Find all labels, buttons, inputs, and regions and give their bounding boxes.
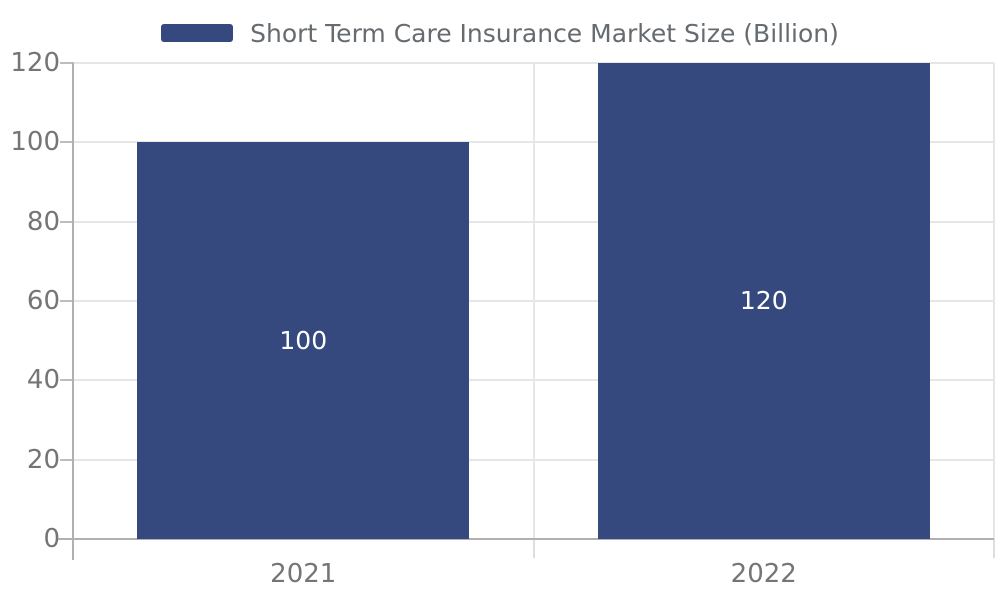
y-axis-tick [60,300,74,302]
gridline-x [993,63,995,539]
y-axis-line [72,63,74,560]
y-axis-tick-label: 60 [26,286,60,316]
y-axis-tick-label: 120 [10,48,60,78]
x-axis-category-label: 2021 [270,559,337,589]
bar-value-label: 100 [279,325,328,355]
chart-legend[interactable]: Short Term Care Insurance Market Size (B… [0,9,1000,57]
bar-2022[interactable]: 120 [597,63,930,539]
y-axis-tick [60,62,74,64]
x-axis-tick [532,539,535,558]
x-axis-line [58,538,994,540]
x-axis-tick [993,539,995,558]
y-axis-tick-label: 20 [26,444,60,475]
y-axis-tick [60,379,74,382]
legend-swatch [161,24,234,42]
legend-label: Short Term Care Insurance Market Size (B… [250,18,839,48]
bar-2021[interactable]: 100 [137,142,470,539]
y-axis-tick [60,141,74,144]
y-axis-tick-label: 0 [43,524,60,554]
y-axis-tick [60,458,74,461]
y-axis-tick-label: 80 [26,206,60,237]
gridline-x [532,63,535,539]
y-axis-tick-label: 100 [10,127,60,158]
bar-value-label: 120 [739,286,788,315]
x-axis-category-label: 2022 [730,559,797,589]
y-axis-tick [60,220,74,223]
y-axis-tick-label: 40 [26,365,60,396]
